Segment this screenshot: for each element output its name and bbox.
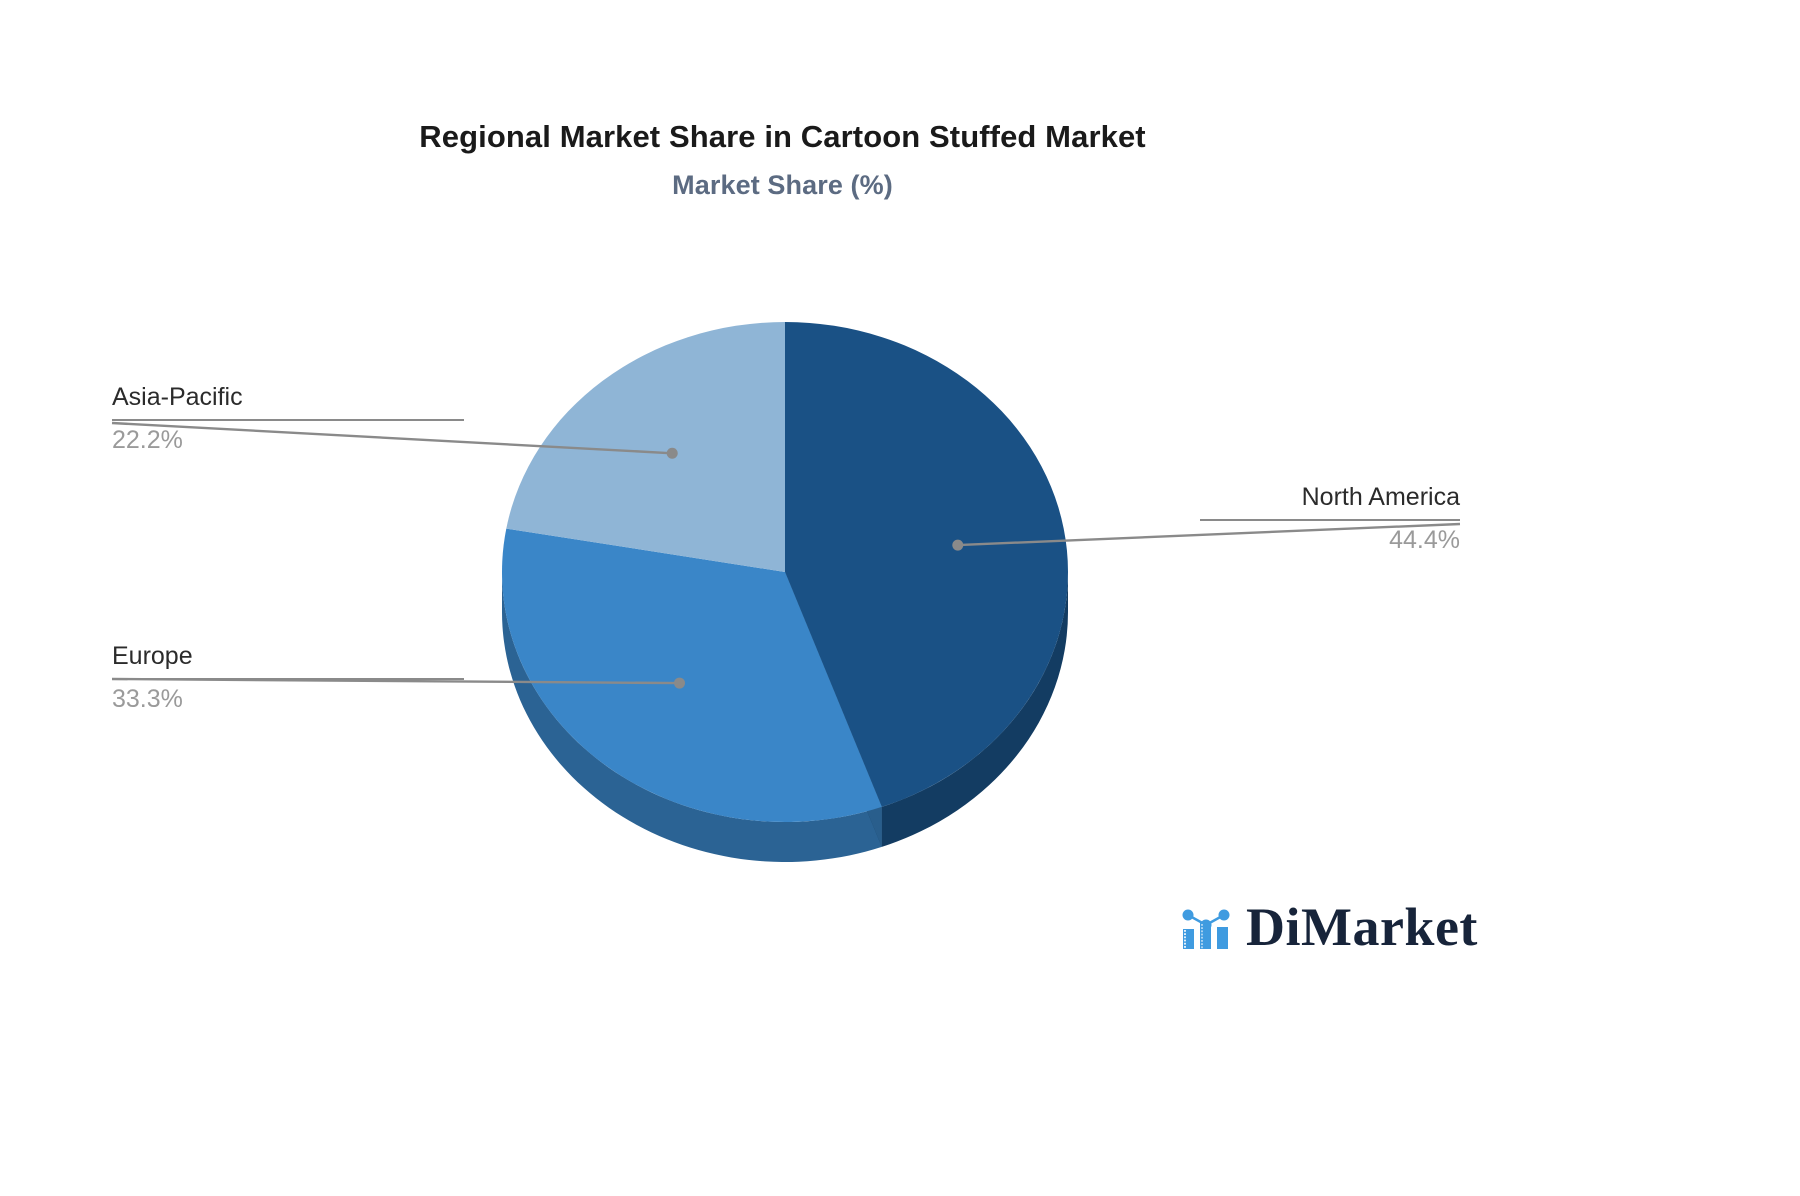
callout-label: North America [1301,483,1460,511]
callout-label: Asia-Pacific [112,383,243,411]
leader-dot [952,539,964,551]
callout-value: 22.2% [112,426,183,455]
chart-subtitle: Market Share (%) [672,170,893,201]
chart-title: Regional Market Share in Cartoon Stuffed… [419,119,1146,154]
pie-slice-asia-pacific[interactable] [506,322,785,572]
callout-value: 33.3% [112,685,183,714]
callout-value: 44.4% [1389,526,1460,555]
leader-line [111,421,673,455]
pie-slice-north-america[interactable] [785,322,1069,807]
logo-text: DiMarket [1246,897,1478,957]
leader-line [957,522,1461,547]
dimarket-logo: DiMarket [1180,900,1478,954]
pie-slice-europe[interactable] [502,528,882,822]
leader-dot [666,447,678,459]
callout-rule [112,678,464,681]
leader-dot [673,677,685,689]
callout-europe: Europe 33.3% [112,641,464,716]
leader-lines [111,421,1461,689]
callout-asia-pacific: Asia-Pacific 22.2% [112,382,464,457]
pie-slices [502,322,1069,863]
title-block: Regional Market Share in Cartoon Stuffed… [0,118,1565,202]
callout-label: Europe [112,642,193,670]
callout-rule [1200,519,1460,522]
callout-rule [112,419,464,422]
callout-north-america: North America 44.4% [1200,482,1460,557]
bar-chart-line-icon [1182,909,1230,949]
